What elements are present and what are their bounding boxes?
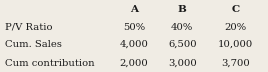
Text: Cum contribution: Cum contribution bbox=[5, 59, 95, 68]
Text: 4,000: 4,000 bbox=[120, 40, 148, 49]
Text: Cum. Sales: Cum. Sales bbox=[5, 40, 62, 49]
Text: A: A bbox=[130, 5, 138, 14]
Text: 10,000: 10,000 bbox=[218, 40, 254, 49]
Text: 6,500: 6,500 bbox=[168, 40, 196, 49]
Text: C: C bbox=[232, 5, 240, 14]
Text: P/V Ratio: P/V Ratio bbox=[5, 23, 53, 32]
Text: 3,700: 3,700 bbox=[221, 59, 250, 68]
Text: B: B bbox=[178, 5, 187, 14]
Text: 2,000: 2,000 bbox=[120, 59, 148, 68]
Text: 50%: 50% bbox=[123, 23, 145, 32]
Text: 20%: 20% bbox=[225, 23, 247, 32]
Text: 3,000: 3,000 bbox=[168, 59, 197, 68]
Text: 40%: 40% bbox=[171, 23, 193, 32]
